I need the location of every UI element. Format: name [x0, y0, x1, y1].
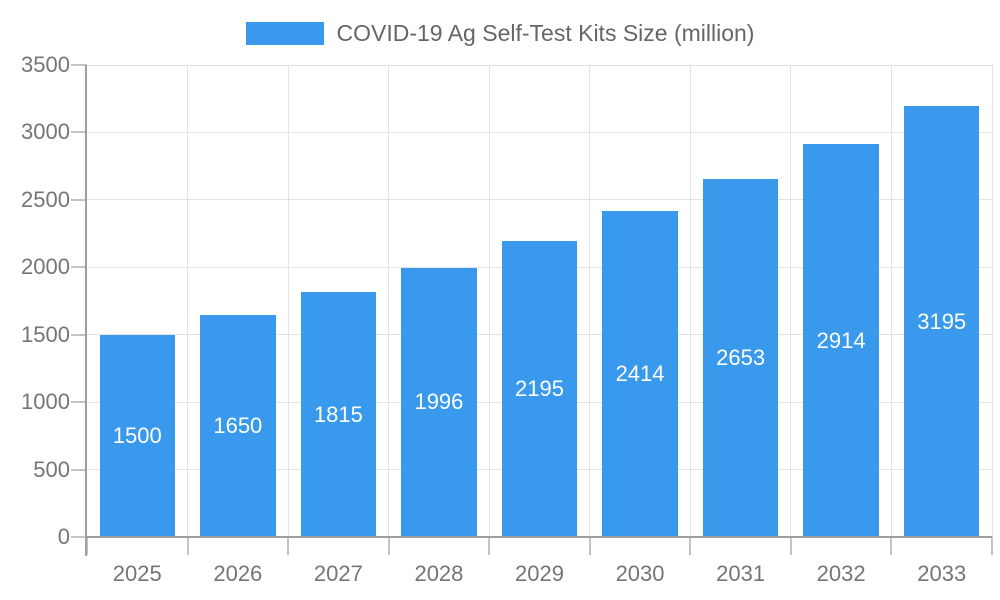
x-axis-line — [87, 536, 992, 538]
y-tick-mark — [71, 468, 87, 471]
bar-value-label: 1996 — [414, 389, 464, 415]
x-tick-label: 2029 — [515, 561, 564, 586]
x-tick-mark — [789, 537, 792, 555]
gridline-vertical — [187, 65, 189, 537]
y-tick-mark — [71, 131, 87, 134]
gridline-vertical — [790, 65, 792, 537]
bar-2027[interactable]: 1815 — [300, 292, 377, 537]
legend-swatch — [245, 22, 324, 45]
gridline-vertical — [388, 65, 390, 537]
bar-2028[interactable]: 1996 — [401, 267, 477, 537]
x-tick-label: 2027 — [313, 561, 363, 586]
x-tick-mark — [387, 537, 390, 555]
y-tick-mark — [71, 64, 87, 66]
x-tick-label: 2026 — [213, 561, 263, 586]
y-tick-label: 1500 — [21, 321, 70, 347]
x-tick-mark — [186, 537, 189, 555]
gridline-vertical — [287, 65, 289, 537]
x-tick-mark — [588, 537, 591, 555]
gridline-horizontal — [87, 64, 992, 66]
y-tick-label: 2500 — [21, 186, 70, 212]
bar-2032[interactable]: 2914 — [803, 144, 879, 537]
x-tick-mark — [890, 537, 893, 555]
bar-2025[interactable]: 1500 — [99, 334, 175, 537]
bar-2030[interactable]: 2414 — [602, 211, 678, 537]
bar-2033[interactable]: 3195 — [904, 106, 980, 537]
bar-value-label: 2195 — [515, 376, 564, 401]
x-tick-mark — [488, 537, 491, 555]
x-tick-label: 2030 — [615, 561, 665, 586]
gridline-horizontal — [87, 199, 992, 201]
gridline-vertical — [589, 65, 591, 537]
y-tick-label: 0 — [57, 524, 70, 549]
bar-2029[interactable]: 2195 — [501, 241, 578, 537]
bar-2026[interactable]: 1650 — [200, 314, 276, 537]
y-tick-mark — [71, 536, 87, 538]
x-tick-label: 2028 — [414, 561, 464, 586]
y-axis-line — [85, 65, 87, 556]
gridline-vertical — [488, 65, 490, 537]
x-tick-mark — [287, 537, 290, 555]
plot-area: 1500 1650 1815 1996 2195 2414 2653 2914 3195 — [87, 64, 993, 537]
y-tick-mark — [71, 266, 87, 269]
y-tick-label: 500 — [33, 456, 70, 482]
x-tick-mark — [689, 537, 692, 555]
gridline-vertical — [991, 65, 993, 537]
x-tick-label: 2032 — [816, 561, 866, 586]
bar-value-label: 2914 — [816, 327, 866, 353]
y-tick-mark — [71, 198, 87, 201]
gridline-vertical — [890, 65, 892, 537]
x-tick-mark — [86, 537, 88, 555]
bar-value-label: 1650 — [213, 412, 263, 438]
gridline-horizontal — [87, 131, 992, 133]
bar-value-label: 1815 — [313, 401, 363, 427]
x-tick-label: 2031 — [716, 561, 766, 586]
y-tick-label: 3500 — [21, 52, 70, 77]
bar-2031[interactable]: 2653 — [702, 179, 779, 537]
x-tick-label: 2025 — [112, 561, 162, 586]
bar-value-label: 2653 — [716, 345, 766, 371]
gridline-vertical — [689, 65, 691, 537]
legend-label: COVID-19 Ag Self-Test Kits Size (million… — [336, 20, 755, 46]
y-tick-mark — [71, 401, 87, 404]
y-tick-label: 3000 — [21, 119, 70, 145]
bar-value-label: 3195 — [917, 308, 967, 334]
x-tick-mark — [991, 537, 993, 555]
bar-value-label: 1500 — [112, 422, 162, 448]
bar-value-label: 2414 — [615, 361, 665, 387]
chart-legend[interactable]: COVID-19 Ag Self-Test Kits Size (million… — [0, 20, 1000, 47]
y-tick-label: 1000 — [21, 389, 70, 415]
y-tick-label: 2000 — [21, 254, 70, 280]
x-tick-label: 2033 — [917, 561, 967, 586]
y-tick-mark — [71, 333, 87, 336]
